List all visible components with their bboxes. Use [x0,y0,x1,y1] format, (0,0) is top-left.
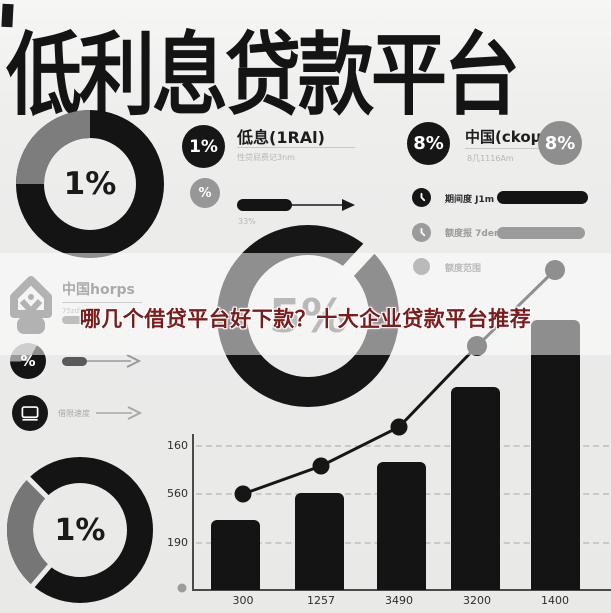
banner-headline: 哪几个借贷平台好下款？十大企业贷款平台推荐 [79,307,532,331]
china-badge-right: 8% [538,121,582,165]
bar [295,493,344,590]
donut-bottom-left: 1% [5,455,155,605]
data-point [390,418,408,436]
x-tick-label: 3490 [385,594,413,607]
y-tick-label: 560 [167,487,188,500]
donut-bottom-left-value: 1% [54,512,106,548]
y-tick-label: 190 [167,536,188,549]
x-tick-label: 1257 [307,594,335,607]
y-axis [192,434,194,591]
row-label: 期间度 J1m [445,195,495,205]
row-bar [497,227,585,239]
x-axis [192,589,611,591]
bar-caption: 33% [238,217,256,226]
donut-ring [16,110,164,258]
row-label: 额度报 7den [445,229,501,239]
bar [377,462,426,590]
china-badge-left: 8% [407,122,450,165]
divider [237,147,355,148]
bar [451,387,500,590]
data-point [312,457,330,475]
divider [465,148,565,149]
x-tick-label: 300 [232,594,254,607]
row-bar [497,191,588,204]
page-title: 低利息贷款平台 [6,22,520,128]
china-subtext: 8几1116Am [467,154,514,163]
china-heading: 中国(ckoμ) [465,128,549,146]
bar [211,520,260,590]
donut-top-left: 1% [15,109,165,259]
x-tick-label: 3200 [463,594,491,607]
speed-label: 借限速度 [58,409,90,418]
origin-dot [177,583,187,593]
percent-badge: % [190,178,220,208]
data-point [234,485,252,503]
x-tick-label: 1400 [541,594,569,607]
donut-ring [7,457,153,603]
monitor-icon [12,395,48,431]
arrow-right-icon [96,406,143,420]
low-interest-heading: 低息(1RAl) [237,128,325,147]
low-interest-subtext: 性贷屁费记3nm [237,153,295,162]
arrow-right-icon [290,199,355,211]
y-tick-label: 160 [167,439,188,452]
clock-icon [412,188,431,207]
gridline [196,445,609,447]
bar [531,320,580,590]
clock-icon [412,223,431,242]
donut-top-left-value: 1% [63,166,117,202]
progress-pill [237,199,292,211]
banner-band [0,253,611,355]
mini-bar [62,357,87,366]
arrow-right-icon [87,354,142,368]
low-interest-badge: 1% [182,125,225,168]
